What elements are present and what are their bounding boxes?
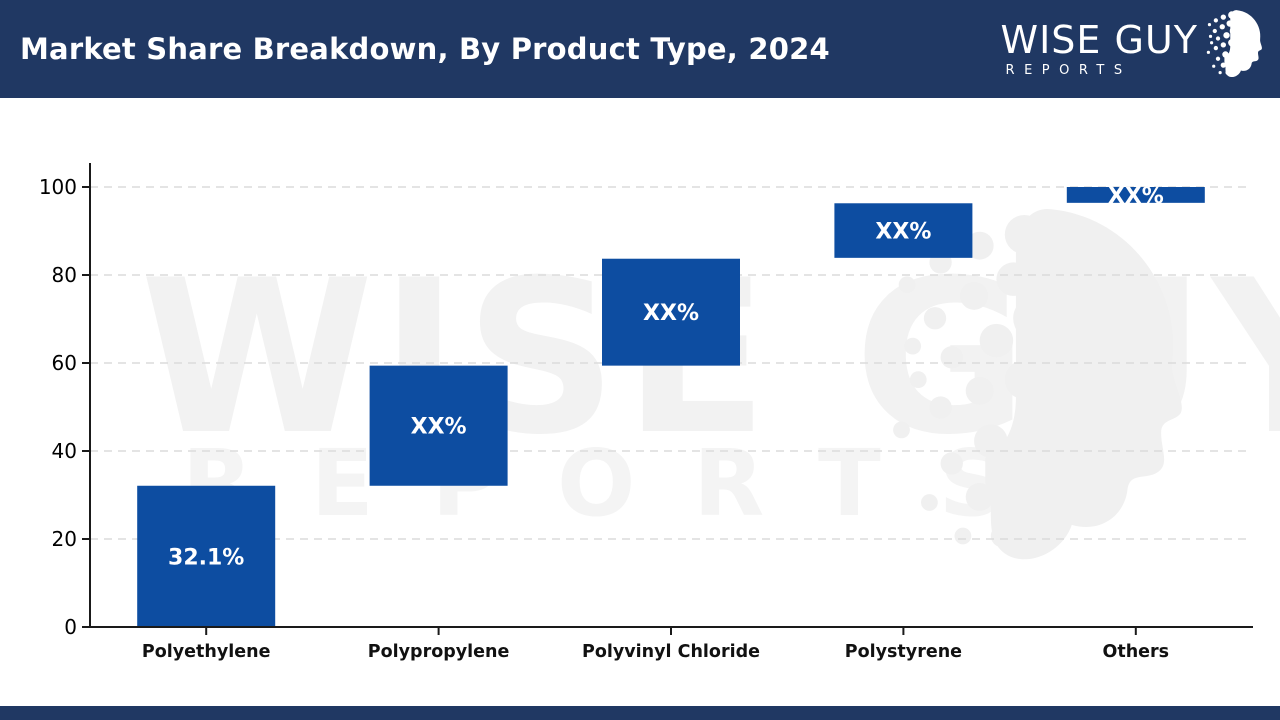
x-axis-category-label: Others xyxy=(1102,642,1169,662)
x-axis-category-label: Polyethylene xyxy=(142,642,271,662)
bar-value-label: 32.1% xyxy=(168,545,244,570)
y-axis-tick-label: 80 xyxy=(52,263,77,287)
bar-chart-plot-area: 0 20 40 60 80 100 32.1% XX% XX% XX% XX% Polyethylen… xyxy=(39,163,1253,662)
x-axis-category-label: Polyvinyl Chloride xyxy=(582,642,760,662)
wise-guy-head-logo-icon xyxy=(1202,7,1266,91)
y-axis-tick-label: 20 xyxy=(52,527,77,551)
y-axis-tick-label: 60 xyxy=(52,351,77,375)
footer-bar xyxy=(0,706,1280,720)
bar-polystyrene xyxy=(834,203,973,258)
bar-polypropylene xyxy=(369,365,508,486)
bar-value-label: XX% xyxy=(643,301,699,326)
page-title: Market Share Breakdown, By Product Type,… xyxy=(20,32,830,66)
wise-guy-logo-text: WISE GUY REPORTS xyxy=(1001,21,1198,78)
logo-subtitle: REPORTS xyxy=(1005,62,1132,78)
x-axis-category-label: Polystyrene xyxy=(845,642,962,662)
bar-polyethylene xyxy=(137,485,276,627)
bar-others xyxy=(1066,187,1205,203)
y-axis-tick-label: 100 xyxy=(39,175,77,199)
bar-polyvinyl-chloride xyxy=(602,258,740,366)
y-axis-tick-label: 0 xyxy=(64,615,77,639)
bar-value-label: XX% xyxy=(1108,184,1164,209)
logo-wordmark: WISE GUY xyxy=(1000,17,1198,62)
bar-value-label: XX% xyxy=(411,415,467,440)
header-bar: Market Share Breakdown, By Product Type,… xyxy=(0,0,1280,98)
bar-value-label: XX% xyxy=(875,220,931,245)
x-axis-category-label: Polypropylene xyxy=(368,642,510,662)
wise-guy-logo: WISE GUY REPORTS xyxy=(1001,0,1266,98)
y-axis-tick-label: 40 xyxy=(52,439,77,463)
